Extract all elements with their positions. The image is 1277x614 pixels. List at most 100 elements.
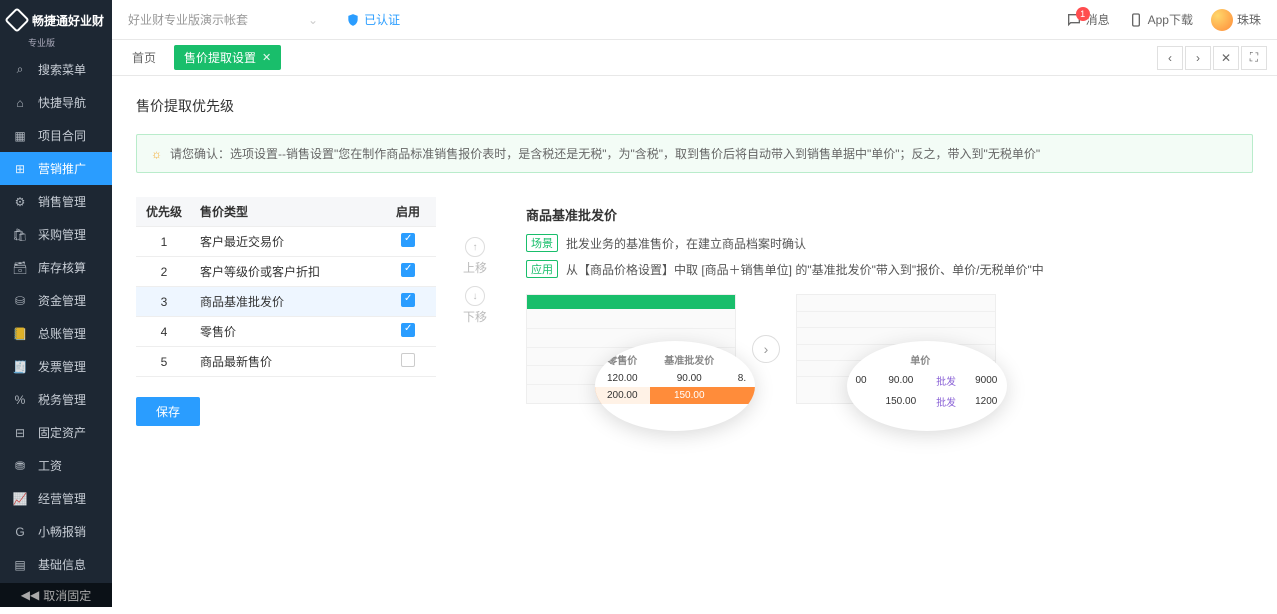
- nav-icon: 🛍: [12, 227, 28, 243]
- nav-item[interactable]: ⊟ 固定资产: [0, 416, 112, 449]
- nav-item[interactable]: 🧾发票管理: [0, 350, 112, 383]
- nav-icon: ⌕: [12, 62, 28, 78]
- top-header: 好业财专业版演示帐套 ⌄ 已认证 消息 1 App下载 珠珠: [112, 0, 1277, 40]
- demo-image-right: 单价 00 90.00 批发 9000 150.00 批发: [796, 294, 996, 404]
- user-menu[interactable]: 珠珠: [1211, 9, 1261, 31]
- nav-item[interactable]: ⚙销售管理: [0, 185, 112, 218]
- scenario-text: 批发业务的基准售价，在建立商品档案时确认: [566, 235, 806, 252]
- cell-type: 零售价: [192, 317, 380, 347]
- col-type: 售价类型: [192, 197, 380, 227]
- table-row[interactable]: 1客户最近交易价: [136, 227, 436, 257]
- nav-item[interactable]: ⛃ 工资: [0, 449, 112, 482]
- avatar: [1211, 9, 1233, 31]
- move-buttons: ↑ 上移 ↓ 下移: [460, 237, 490, 325]
- nav-label: 搜索菜单: [38, 61, 86, 78]
- table-row[interactable]: 5商品最新售价: [136, 347, 436, 377]
- nav-icon: 🗃: [12, 260, 28, 276]
- unpin-button[interactable]: ◀◀ 取消固定: [0, 583, 112, 607]
- pin-label: 取消固定: [43, 587, 91, 604]
- account-label: 好业财专业版演示帐套: [128, 11, 248, 28]
- tab-close-button[interactable]: ✕: [1213, 46, 1239, 70]
- table-row[interactable]: 3商品基准批发价: [136, 287, 436, 317]
- zoom-left: 零售价 基准批发价 120.00 90.00 8. 200.00: [595, 341, 755, 431]
- tab-active-label: 售价提取设置: [184, 49, 256, 66]
- nav-label: 营销推广: [38, 160, 86, 177]
- app-download-button[interactable]: App下载: [1128, 11, 1193, 28]
- table-row[interactable]: 4零售价: [136, 317, 436, 347]
- arrow-right-icon: ›: [752, 335, 780, 363]
- nav-item[interactable]: 🗃库存核算: [0, 251, 112, 284]
- demo-badge: 批发: [927, 370, 966, 391]
- demo-cell: 200.00: [595, 387, 650, 404]
- nav-icon: ⊞: [12, 161, 28, 177]
- checkbox[interactable]: [401, 233, 415, 247]
- pin-icon: ◀◀: [21, 588, 39, 602]
- scenario-tag: 场景: [526, 234, 558, 252]
- demo-image-left: 零售价 基准批发价 120.00 90.00 8. 200.00: [526, 294, 736, 404]
- arrow-down-icon: ↓: [465, 286, 485, 306]
- demo-row: 零售价 基准批发价 120.00 90.00 8. 200.00: [526, 294, 1241, 404]
- nav-item[interactable]: ▦ 项目合同: [0, 119, 112, 152]
- move-up-button[interactable]: ↑ 上移: [460, 237, 490, 276]
- nav-label: 资金管理: [38, 292, 86, 309]
- cell-type: 客户最近交易价: [192, 227, 380, 257]
- demo-cell: 8.: [729, 370, 755, 387]
- checkbox[interactable]: [401, 293, 415, 307]
- table-row[interactable]: 2客户等级价或客户折扣: [136, 257, 436, 287]
- col-priority: 优先级: [136, 197, 192, 227]
- page-title: 售价提取优先级: [136, 96, 1253, 116]
- move-up-label: 上移: [463, 259, 487, 276]
- demo-cell: 00: [847, 370, 875, 391]
- nav-item[interactable]: 📈经营管理: [0, 482, 112, 515]
- nav-item[interactable]: ▤基础信息: [0, 548, 112, 581]
- demo-left-h2: 基准批发价: [650, 349, 729, 370]
- nav-item[interactable]: 📒总账管理: [0, 317, 112, 350]
- zoom-right: 单价 00 90.00 批发 9000 150.00 批发: [847, 341, 1007, 431]
- phone-icon: [1128, 12, 1144, 28]
- nav-icon: ▦: [12, 128, 28, 144]
- nav-icon: ⊟: [12, 425, 28, 441]
- checkbox[interactable]: [401, 323, 415, 337]
- nav-item[interactable]: %税务管理: [0, 383, 112, 416]
- demo-cell: 9000: [965, 370, 1007, 391]
- nav-label: 经营管理: [38, 490, 86, 507]
- sidebar: 畅捷通好业财 专业版 ⌕搜索菜单⌂快捷导航▦项目合同⊞营销推广⚙销售管理🛍采购管…: [0, 0, 112, 607]
- nav-item[interactable]: ⌂快捷导航: [0, 86, 112, 119]
- nav-item[interactable]: G小畅报销: [0, 515, 112, 548]
- cell-enable: [380, 317, 436, 347]
- verified-label: 已认证: [364, 11, 400, 28]
- demo-cell: 150.00: [650, 387, 729, 404]
- cell-type: 商品基准批发价: [192, 287, 380, 317]
- fullscreen-button[interactable]: ⛶: [1241, 46, 1267, 70]
- nav-item[interactable]: 🛍采购管理: [0, 218, 112, 251]
- nav-item[interactable]: ⌕ 搜索菜单: [0, 53, 112, 86]
- checkbox[interactable]: [401, 263, 415, 277]
- nav-icon: ⛃: [12, 458, 28, 474]
- user-name: 珠珠: [1237, 11, 1261, 28]
- nav-label: 项目合同: [38, 127, 86, 144]
- nav-label: 固定资产: [38, 424, 86, 441]
- tab-next-button[interactable]: ›: [1185, 46, 1211, 70]
- tab-prev-button[interactable]: ‹: [1157, 46, 1183, 70]
- demo-cell: 1200: [965, 391, 1007, 412]
- tab-home[interactable]: 首页: [122, 46, 166, 69]
- tab-bar: 首页 售价提取设置 ✕ ‹ › ✕ ⛶: [112, 40, 1277, 76]
- close-icon[interactable]: ✕: [262, 51, 271, 64]
- save-button[interactable]: 保存: [136, 397, 200, 426]
- brand-logo[interactable]: 畅捷通好业财: [0, 0, 112, 40]
- nav-label: 小畅报销: [38, 523, 86, 540]
- account-selector[interactable]: 好业财专业版演示帐套 ⌄: [112, 11, 334, 28]
- messages-badge: 1: [1076, 7, 1090, 21]
- cell-type: 商品最新售价: [192, 347, 380, 377]
- nav-icon: %: [12, 392, 28, 408]
- nav-item[interactable]: ⊞ 营销推广: [0, 152, 112, 185]
- nav-label: 工资: [38, 457, 62, 474]
- demo-cell: 90.00: [875, 370, 927, 391]
- checkbox[interactable]: [401, 353, 415, 367]
- nav-item[interactable]: ⛁资金管理: [0, 284, 112, 317]
- arrow-up-icon: ↑: [465, 237, 485, 257]
- move-down-button[interactable]: ↓ 下移: [460, 286, 490, 325]
- messages-button[interactable]: 消息 1: [1066, 11, 1110, 28]
- download-label: App下载: [1148, 11, 1193, 28]
- tab-active[interactable]: 售价提取设置 ✕: [174, 45, 281, 70]
